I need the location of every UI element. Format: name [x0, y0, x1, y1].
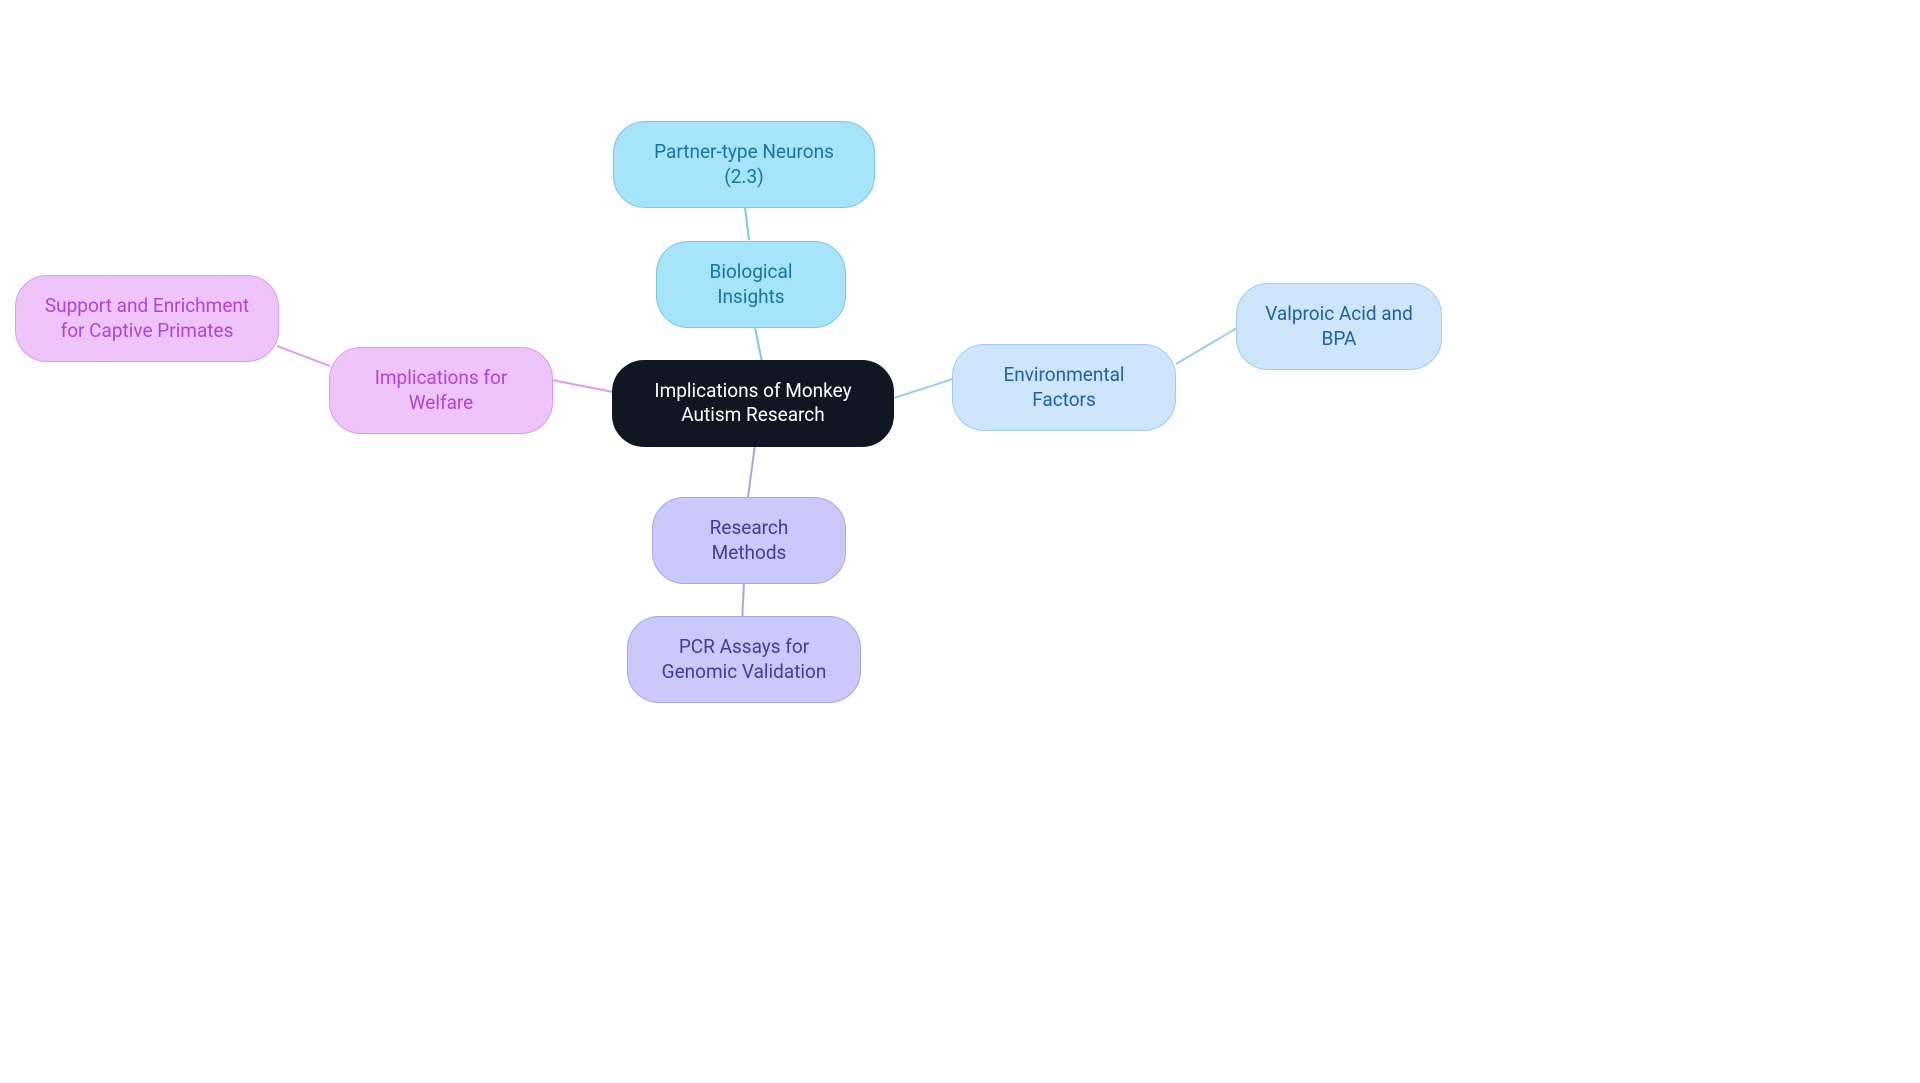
node-label: Implications of Monkey Autism Research [641, 379, 865, 428]
node-label: Research Methods [681, 516, 817, 565]
edge-env-valproic [1176, 328, 1237, 364]
node-label: PCR Assays for Genomic Validation [656, 635, 832, 684]
node-methods: Research Methods [652, 497, 846, 584]
edge-welfare-support [277, 346, 330, 366]
edge-center-welfare [552, 380, 613, 392]
edge-center-methods [748, 445, 755, 497]
node-label: Valproic Acid and BPA [1265, 302, 1413, 351]
node-welfare: Implications for Welfare [329, 347, 553, 434]
node-label: Environmental Factors [981, 363, 1147, 412]
node-valproic: Valproic Acid and BPA [1236, 283, 1442, 370]
node-pcr: PCR Assays for Genomic Validation [627, 616, 861, 703]
node-label: Support and Enrichment for Captive Prima… [44, 294, 250, 343]
node-neurons: Partner-type Neurons (2.3) [613, 121, 875, 208]
node-label: Biological Insights [685, 260, 817, 309]
node-center: Implications of Monkey Autism Research [612, 360, 894, 447]
diagram-edges [0, 0, 1920, 1083]
node-support: Support and Enrichment for Captive Prima… [15, 275, 279, 362]
node-env: Environmental Factors [952, 344, 1176, 431]
node-label: Implications for Welfare [358, 366, 524, 415]
node-label: Partner-type Neurons (2.3) [642, 140, 846, 189]
edge-center-env [894, 379, 953, 398]
node-bio: Biological Insights [656, 241, 846, 328]
